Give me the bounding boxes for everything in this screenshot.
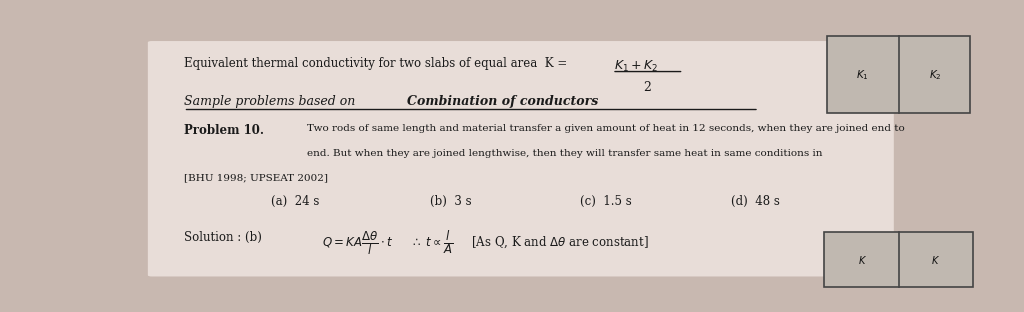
Text: Sample problems based on: Sample problems based on — [183, 95, 358, 108]
Text: $K_1$: $K_1$ — [856, 68, 868, 82]
Text: (a)  24 s: (a) 24 s — [270, 195, 319, 208]
Text: Solution : (b): Solution : (b) — [183, 231, 261, 244]
Text: Combination of conductors: Combination of conductors — [408, 95, 599, 108]
Text: $Q = KA\dfrac{\Delta\theta}{l}\cdot t$     $\therefore\ t \propto \dfrac{l}{A}$ : $Q = KA\dfrac{\Delta\theta}{l}\cdot t$ $… — [323, 230, 649, 257]
Text: Equivalent thermal conductivity for two slabs of equal area  K =: Equivalent thermal conductivity for two … — [183, 57, 570, 70]
Text: Problem 10.: Problem 10. — [183, 124, 263, 137]
Text: (d)  48 s: (d) 48 s — [731, 195, 780, 208]
Text: end. But when they are joined lengthwise, then they will transfer same heat in s: end. But when they are joined lengthwise… — [306, 149, 822, 158]
Text: $K_2$: $K_2$ — [929, 68, 941, 82]
Text: [BHU 1998; UPSEAT 2002]: [BHU 1998; UPSEAT 2002] — [183, 173, 328, 182]
Text: Two rods of same length and material transfer a given amount of heat in 12 secon: Two rods of same length and material tra… — [306, 124, 904, 133]
Text: $K$: $K$ — [857, 254, 866, 266]
Bar — [824, 232, 973, 287]
Text: $K$: $K$ — [931, 254, 940, 266]
Bar — [827, 36, 970, 113]
Text: $K_1 + K_2$: $K_1 + K_2$ — [613, 59, 658, 74]
FancyBboxPatch shape — [147, 41, 894, 276]
Text: (b)  3 s: (b) 3 s — [430, 195, 471, 208]
Text: 2: 2 — [643, 81, 651, 94]
Text: (c)  1.5 s: (c) 1.5 s — [581, 195, 632, 208]
